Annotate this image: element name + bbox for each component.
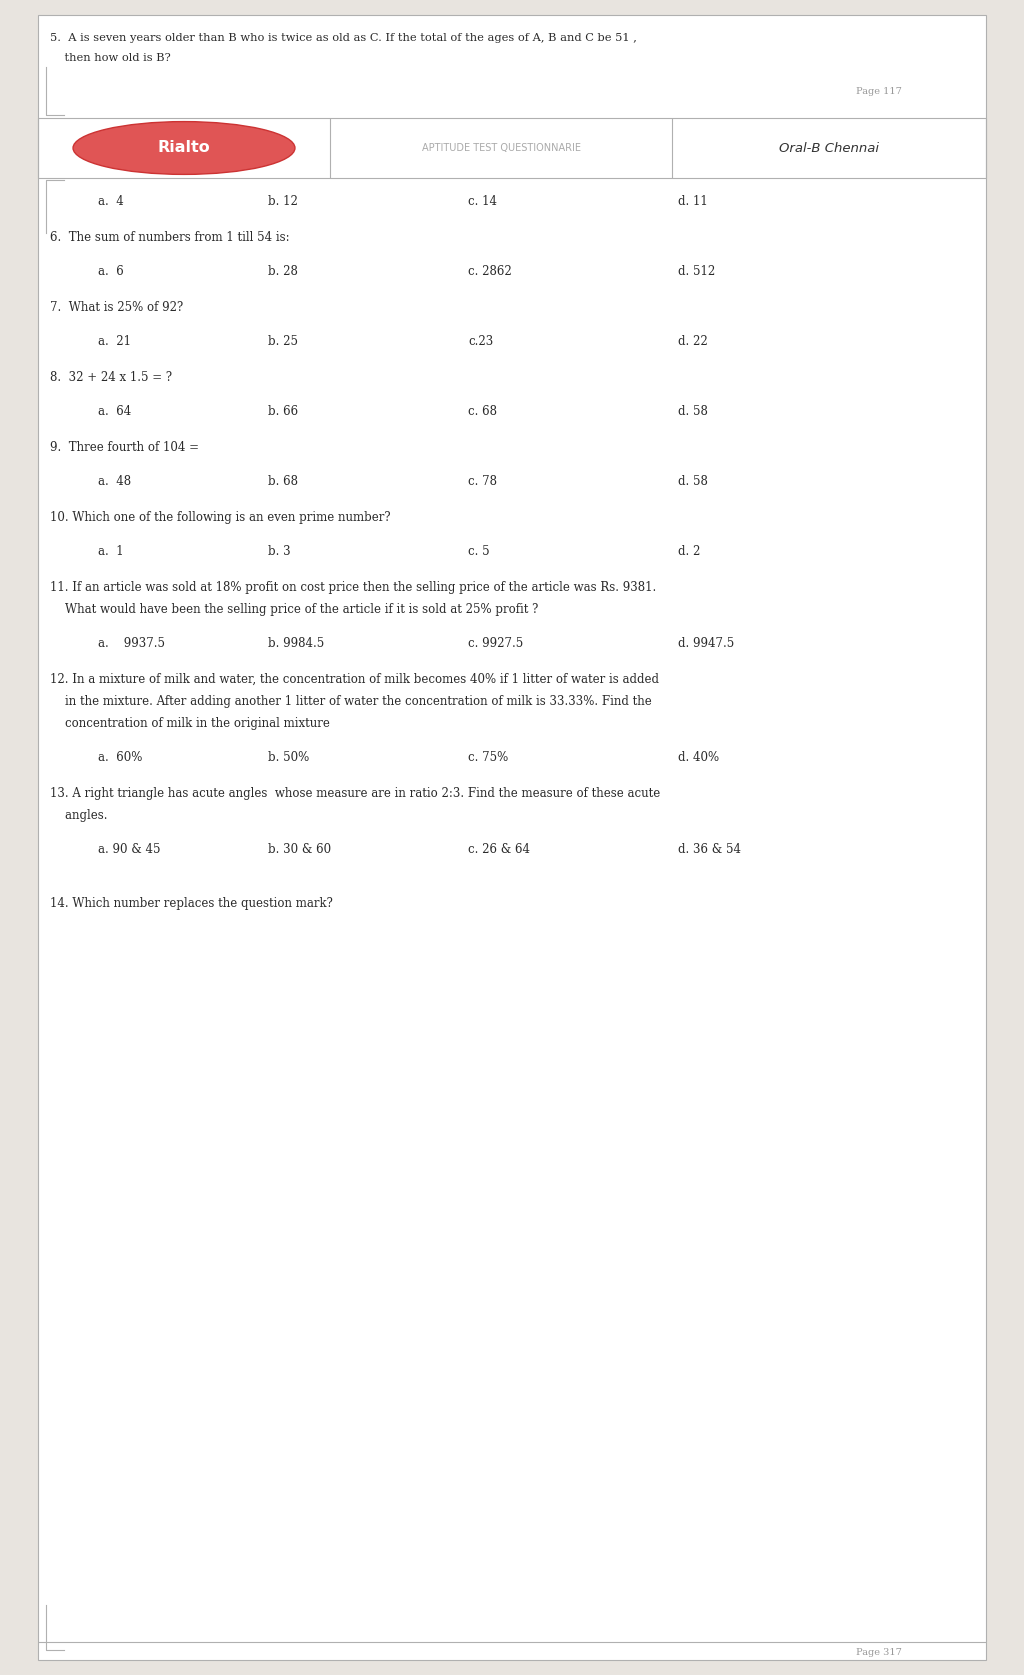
Text: d. 40%: d. 40%	[678, 750, 719, 764]
Text: b. 25: b. 25	[268, 335, 298, 348]
Text: b. 30 & 60: b. 30 & 60	[268, 843, 331, 856]
Text: 10. Which one of the following is an even prime number?: 10. Which one of the following is an eve…	[50, 511, 390, 524]
Text: d. 11: d. 11	[678, 194, 708, 208]
Text: a. 90 & 45: a. 90 & 45	[98, 843, 161, 856]
Text: b. 28: b. 28	[268, 265, 298, 278]
Text: 8.  32 + 24 x 1.5 = ?: 8. 32 + 24 x 1.5 = ?	[50, 370, 172, 384]
Text: 12. In a mixture of milk and water, the concentration of milk becomes 40% if 1 l: 12. In a mixture of milk and water, the …	[50, 673, 659, 687]
Text: Page 117: Page 117	[856, 87, 902, 95]
Text: 14. Which number replaces the question mark?: 14. Which number replaces the question m…	[50, 898, 333, 910]
Text: a.  6: a. 6	[98, 265, 124, 278]
Text: d. 58: d. 58	[678, 405, 708, 419]
Text: d. 2: d. 2	[678, 544, 700, 558]
Text: c. 26 & 64: c. 26 & 64	[468, 843, 530, 856]
Text: concentration of milk in the original mixture: concentration of milk in the original mi…	[50, 717, 330, 730]
Text: d. 36 & 54: d. 36 & 54	[678, 843, 741, 856]
Text: c. 75%: c. 75%	[468, 750, 508, 764]
Text: a.  21: a. 21	[98, 335, 131, 348]
Text: c. 14: c. 14	[468, 194, 497, 208]
Text: APTITUDE TEST QUESTIONNARIE: APTITUDE TEST QUESTIONNARIE	[422, 142, 581, 152]
Text: d. 58: d. 58	[678, 476, 708, 487]
Text: b. 66: b. 66	[268, 405, 298, 419]
Text: 5.  A is seven years older than B who is twice as old as C. If the total of the : 5. A is seven years older than B who is …	[50, 34, 637, 44]
Text: a.  60%: a. 60%	[98, 750, 142, 764]
Text: c. 9927.5: c. 9927.5	[468, 636, 523, 650]
Text: Rialto: Rialto	[158, 141, 210, 156]
Text: d. 9947.5: d. 9947.5	[678, 636, 734, 650]
Text: a.  64: a. 64	[98, 405, 131, 419]
FancyBboxPatch shape	[38, 15, 986, 1660]
Text: b. 3: b. 3	[268, 544, 291, 558]
Text: b. 50%: b. 50%	[268, 750, 309, 764]
Text: b. 68: b. 68	[268, 476, 298, 487]
Text: in the mixture. After adding another 1 litter of water the concentration of milk: in the mixture. After adding another 1 l…	[50, 695, 651, 709]
Text: a.  48: a. 48	[98, 476, 131, 487]
Text: What would have been the selling price of the article if it is sold at 25% profi: What would have been the selling price o…	[50, 603, 539, 616]
Text: c. 68: c. 68	[468, 405, 497, 419]
Text: c.23: c.23	[468, 335, 494, 348]
Text: a.  1: a. 1	[98, 544, 124, 558]
Text: b. 12: b. 12	[268, 194, 298, 208]
Text: b. 9984.5: b. 9984.5	[268, 636, 325, 650]
Text: c. 2862: c. 2862	[468, 265, 512, 278]
Text: angles.: angles.	[50, 809, 108, 822]
Text: 11. If an article was sold at 18% profit on cost price then the selling price of: 11. If an article was sold at 18% profit…	[50, 581, 656, 595]
Text: then how old is B?: then how old is B?	[50, 54, 171, 64]
Text: a.    9937.5: a. 9937.5	[98, 636, 165, 650]
Text: 7.  What is 25% of 92?: 7. What is 25% of 92?	[50, 302, 183, 313]
Text: 13. A right triangle has acute angles  whose measure are in ratio 2:3. Find the : 13. A right triangle has acute angles wh…	[50, 787, 660, 801]
Text: 9.  Three fourth of 104 =: 9. Three fourth of 104 =	[50, 441, 199, 454]
Text: 6.  The sum of numbers from 1 till 54 is:: 6. The sum of numbers from 1 till 54 is:	[50, 231, 290, 245]
Text: d. 22: d. 22	[678, 335, 708, 348]
Text: Page 317: Page 317	[856, 1648, 902, 1657]
Ellipse shape	[73, 122, 295, 174]
Text: c. 78: c. 78	[468, 476, 497, 487]
Text: a.  4: a. 4	[98, 194, 124, 208]
Text: c. 5: c. 5	[468, 544, 489, 558]
Text: d. 512: d. 512	[678, 265, 715, 278]
Text: Oral-B Chennai: Oral-B Chennai	[779, 141, 879, 154]
